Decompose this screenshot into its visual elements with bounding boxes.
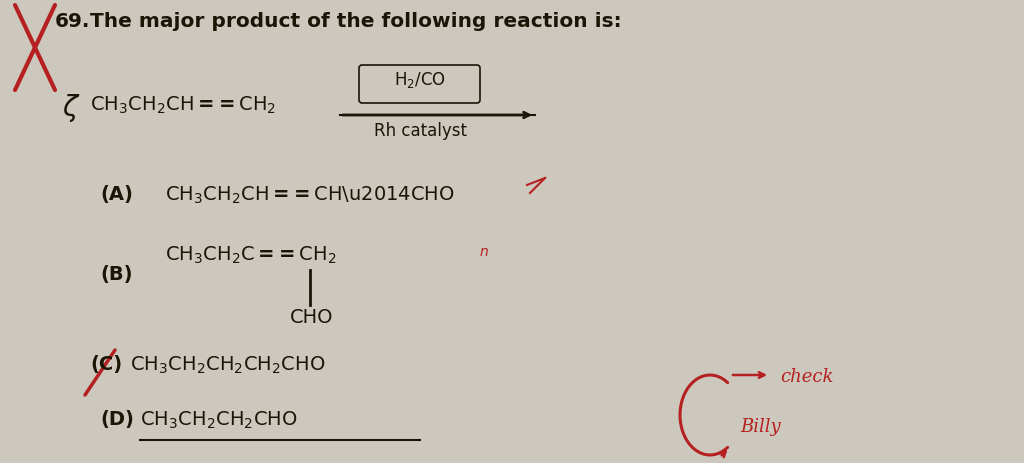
- Text: (A): (A): [100, 185, 133, 204]
- Text: Rh catalyst: Rh catalyst: [374, 122, 467, 140]
- Text: (D): (D): [100, 410, 134, 429]
- Text: CH$_3$CH$_2$CH$_2$CH$_2$CHO: CH$_3$CH$_2$CH$_2$CH$_2$CHO: [130, 355, 326, 376]
- Text: $\zeta$: $\zeta$: [62, 92, 81, 124]
- Text: check: check: [780, 368, 834, 386]
- Text: CH$_3$CH$_2$CH$\mathbf{=\!=}$CH\u2014CHO: CH$_3$CH$_2$CH$\mathbf{=\!=}$CH\u2014CHO: [165, 185, 455, 206]
- Text: CH$_3$CH$_2$CH$\mathbf{=\!=}$CH$_2$: CH$_3$CH$_2$CH$\mathbf{=\!=}$CH$_2$: [90, 95, 276, 116]
- Text: CH$_3$CH$_2$C$\mathbf{=\!=}$CH$_2$: CH$_3$CH$_2$C$\mathbf{=\!=}$CH$_2$: [165, 245, 337, 266]
- Text: 69.: 69.: [55, 12, 90, 31]
- Text: n: n: [480, 245, 488, 259]
- Text: Billy: Billy: [740, 418, 780, 436]
- Text: (B): (B): [100, 265, 132, 284]
- Text: H$_2$/CO: H$_2$/CO: [394, 70, 446, 90]
- FancyBboxPatch shape: [359, 65, 480, 103]
- Text: (C): (C): [90, 355, 122, 374]
- Text: The major product of the following reaction is:: The major product of the following react…: [90, 12, 622, 31]
- Text: CH$_3$CH$_2$CH$_2$CHO: CH$_3$CH$_2$CH$_2$CHO: [140, 410, 298, 432]
- Text: CHO: CHO: [290, 308, 334, 327]
